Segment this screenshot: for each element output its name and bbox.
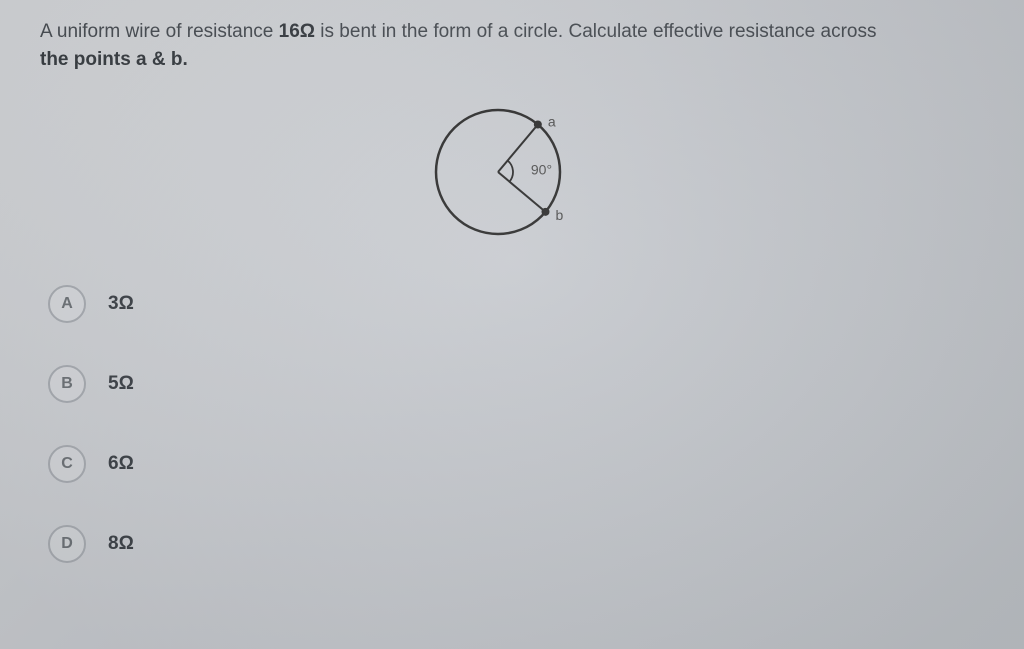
figure-svg: 90° a b [413, 87, 623, 257]
question-text: A uniform wire of resistance 16Ω is bent… [40, 18, 996, 73]
option-text: 8Ω [108, 533, 134, 555]
question-resistance: 16Ω [279, 21, 315, 42]
figure-container: 90° a b [40, 87, 996, 257]
option-letter: D [48, 525, 86, 563]
option-letter: B [48, 365, 86, 403]
svg-text:90°: 90° [531, 161, 552, 177]
options-list: A 3Ω B 5Ω C 6Ω D 8Ω [48, 285, 996, 563]
option-text: 3Ω [108, 293, 134, 315]
option-text: 6Ω [108, 453, 134, 475]
circle-figure: 90° a b [413, 87, 623, 257]
option-letter: C [48, 445, 86, 483]
question-line2: the points a & b. [40, 49, 188, 70]
question-line1-suffix: is bent in the form of a circle. Calcula… [315, 21, 876, 42]
option-a[interactable]: A 3Ω [48, 285, 996, 323]
svg-text:b: b [555, 207, 563, 223]
question-line1-prefix: A uniform wire of resistance [40, 21, 279, 42]
option-letter: A [48, 285, 86, 323]
option-d[interactable]: D 8Ω [48, 525, 996, 563]
option-b[interactable]: B 5Ω [48, 365, 996, 403]
svg-text:a: a [548, 114, 556, 130]
option-text: 5Ω [108, 373, 134, 395]
option-c[interactable]: C 6Ω [48, 445, 996, 483]
